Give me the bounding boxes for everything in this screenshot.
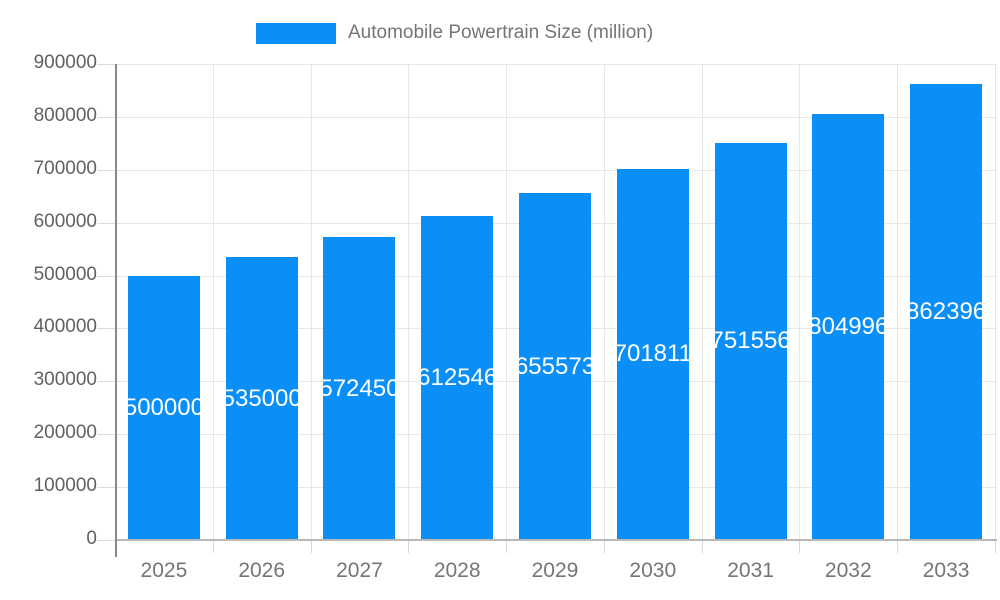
v-gridline xyxy=(506,64,507,540)
y-tick-label: 600000 xyxy=(33,211,97,232)
bar[interactable]: 862396 xyxy=(910,83,983,540)
y-tick-label: 400000 xyxy=(33,316,97,337)
y-tick xyxy=(97,487,115,488)
legend-swatch xyxy=(256,22,336,44)
bar[interactable]: 500000 xyxy=(127,275,200,540)
bar[interactable]: 701811 xyxy=(616,168,689,540)
x-tick xyxy=(702,541,703,553)
bar[interactable]: 804996 xyxy=(812,114,885,540)
h-gridline xyxy=(115,64,995,65)
y-tick-label: 200000 xyxy=(33,422,97,443)
y-tick-label: 300000 xyxy=(33,369,97,390)
v-gridline xyxy=(311,64,312,540)
y-tick-label: 700000 xyxy=(33,158,97,179)
y-tick-label: 500000 xyxy=(33,264,97,285)
v-gridline xyxy=(897,64,898,540)
bar-value-label: 751556 xyxy=(714,327,787,355)
x-tick-label: 2032 xyxy=(824,559,872,582)
legend-label: Automobile Powertrain Size (million) xyxy=(348,22,654,43)
x-tick-label: 2026 xyxy=(238,559,286,582)
x-tick xyxy=(897,541,898,553)
h-gridline xyxy=(115,170,995,171)
y-tick xyxy=(97,223,115,224)
v-gridline xyxy=(408,64,409,540)
bar-value-label: 862396 xyxy=(910,297,983,325)
y-tick xyxy=(97,276,115,277)
y-tick-label: 900000 xyxy=(33,52,97,73)
x-tick xyxy=(604,541,605,553)
bar-value-label: 612546 xyxy=(421,364,494,391)
chart-legend: Automobile Powertrain Size (million) xyxy=(256,22,653,44)
y-tick xyxy=(97,434,115,435)
bar-value-label: 535000 xyxy=(225,384,298,412)
x-tick-label: 2027 xyxy=(336,559,383,582)
y-tick-label: 800000 xyxy=(33,105,97,126)
y-tick-label: 100000 xyxy=(33,475,97,496)
y-tick xyxy=(97,117,115,118)
x-tick xyxy=(799,541,800,553)
y-tick xyxy=(97,64,115,65)
bar[interactable]: 612546 xyxy=(421,216,494,540)
bar[interactable]: 535000 xyxy=(225,257,298,540)
bar[interactable]: 572450 xyxy=(323,237,396,540)
x-tick-label: 2033 xyxy=(922,559,970,582)
bar-value-label: 572450 xyxy=(323,374,396,402)
x-tick xyxy=(408,541,409,553)
x-tick xyxy=(995,541,996,553)
bar-value-label: 655573 xyxy=(519,352,591,380)
v-gridline xyxy=(213,64,214,540)
x-tick-label: 2028 xyxy=(433,559,481,582)
x-tick-label: 2029 xyxy=(531,559,579,582)
bar-value-label: 500000 xyxy=(127,393,200,421)
y-axis-line xyxy=(115,64,117,557)
v-gridline xyxy=(995,64,996,540)
x-tick-label: 2030 xyxy=(629,559,677,582)
x-tick xyxy=(311,541,312,553)
bar[interactable]: 751556 xyxy=(714,142,787,540)
y-tick xyxy=(97,170,115,171)
y-tick xyxy=(97,540,115,541)
bar-value-label: 804996 xyxy=(812,313,885,341)
y-tick-label: 0 xyxy=(86,528,97,549)
x-tick xyxy=(506,541,507,553)
v-gridline xyxy=(799,64,800,540)
h-gridline xyxy=(115,117,995,118)
v-gridline xyxy=(604,64,605,540)
bar-value-label: 701811 xyxy=(616,340,689,368)
x-tick-label: 2025 xyxy=(140,559,188,582)
v-gridline xyxy=(702,64,703,540)
x-axis-line xyxy=(115,539,997,541)
bar[interactable]: 655573 xyxy=(519,193,591,540)
y-tick xyxy=(97,328,115,329)
y-tick xyxy=(97,381,115,382)
x-tick xyxy=(213,541,214,553)
x-tick-label: 2031 xyxy=(727,559,774,582)
